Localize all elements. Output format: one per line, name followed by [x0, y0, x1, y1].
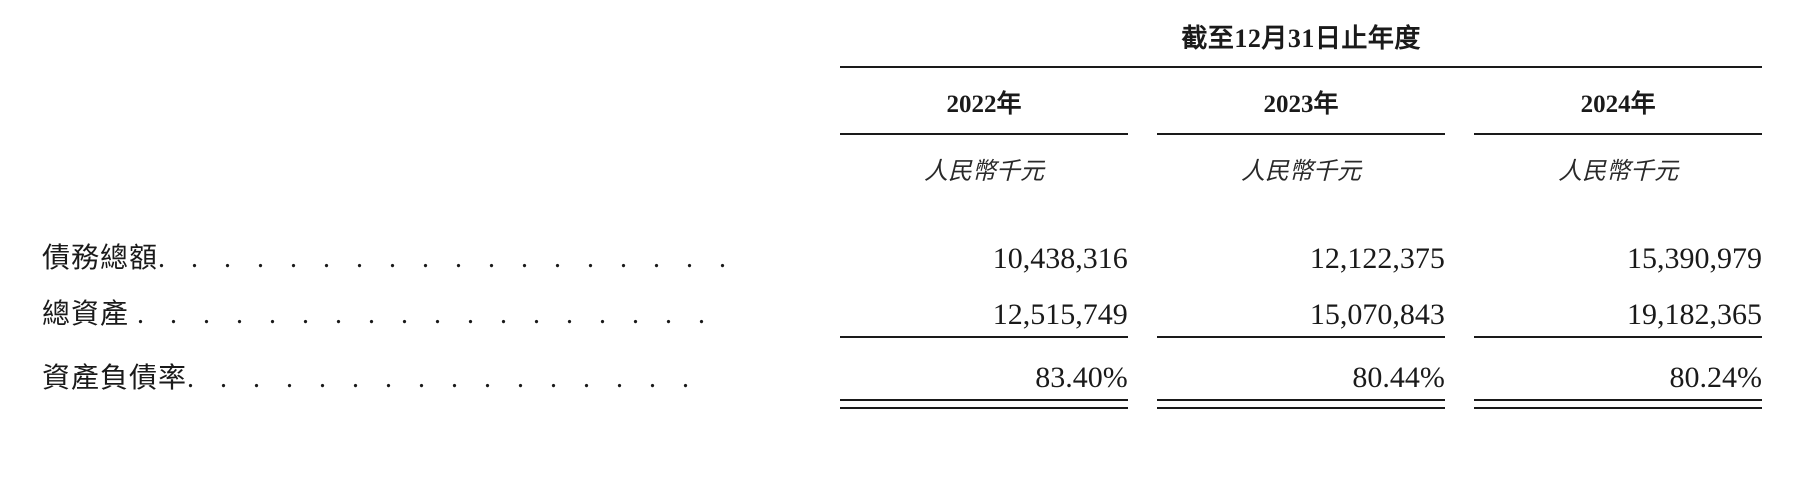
unit-label-2022: 人民幣千元	[923, 159, 1044, 185]
double-underline-label-cell	[42, 400, 829, 408]
year-header-row: 2022年 2023年 2024年	[42, 67, 1762, 132]
table-row: 債務總額. . . . . . . . . . . . . . . . . . …	[42, 232, 1762, 280]
row-spacer-2	[42, 337, 1762, 352]
dot-leader: . . . . . . . . . . . . . . . . . .	[137, 299, 715, 330]
year-row-label-cell	[42, 67, 829, 132]
cell-total-assets-2024: 19,182,365	[1627, 298, 1762, 331]
column-header-2022: 2022年	[946, 91, 1022, 118]
year-row-gap-cell	[829, 67, 840, 132]
row-label-total-assets: 總資產 . . . . . . . . . . . . . . . . . .	[42, 288, 829, 336]
cell-debt-to-asset-ratio-2022: 83.40%	[1035, 361, 1128, 394]
cell-spacer-2	[1445, 288, 1475, 336]
header-body-spacer	[42, 186, 1762, 232]
cell-spacer-1	[1128, 232, 1158, 280]
cell-spacer-1	[1128, 288, 1158, 336]
cell-total-assets-2022: 12,515,749	[992, 298, 1128, 331]
cell-spacer-1	[1128, 352, 1158, 400]
cell-spacer-2	[1445, 232, 1475, 280]
year-col-spacer-1	[1128, 67, 1158, 132]
row-gap-cell	[829, 232, 840, 280]
unit-label-2023: 人民幣千元	[1241, 159, 1362, 185]
cell-spacer-2	[1445, 352, 1475, 400]
year-header-rule-2023	[1157, 132, 1445, 135]
unit-row-gap-cell	[829, 134, 840, 186]
cell-total-debt-2024: 15,390,979	[1627, 242, 1762, 275]
cell-total-assets-2023: 15,070,843	[1309, 298, 1445, 331]
double-underline-spacer-2	[1445, 400, 1475, 408]
row-label-text: 債務總額	[42, 243, 159, 274]
ratio-double-underline-2024	[1474, 399, 1762, 409]
row-label-text: 資產負債率	[42, 363, 188, 394]
ratio-double-underline-2022	[840, 399, 1128, 409]
ratio-double-underline-2023	[1157, 399, 1445, 409]
row-label-total-debt: 債務總額. . . . . . . . . . . . . . . . . .	[42, 232, 829, 280]
ratio-double-underline-row	[42, 399, 1762, 409]
unit-col-spacer-2	[1445, 134, 1475, 186]
year-header-rule-2022	[840, 132, 1128, 135]
row-label-debt-to-asset-ratio: 資產負債率. . . . . . . . . . . . . . . .	[42, 352, 829, 400]
double-underline-spacer-1	[1128, 400, 1158, 408]
year-header-rule-2024	[1474, 132, 1762, 135]
double-underline-gap-cell	[829, 400, 840, 408]
dot-leader: . . . . . . . . . . . . . . . . . .	[158, 243, 736, 274]
row-gap-cell	[829, 352, 840, 400]
period-header-row: 截至12月31日止年度	[42, 18, 1762, 65]
unit-row-label-cell	[42, 134, 829, 186]
period-header-label: 截至12月31日止年度	[1181, 24, 1421, 53]
financial-summary-table: 截至12月31日止年度 2022年 2023年 2024年	[42, 18, 1762, 409]
year-col-spacer-2	[1445, 67, 1475, 132]
row-label-text: 總資產	[42, 299, 138, 330]
dot-leader: . . . . . . . . . . . . . . . .	[187, 363, 699, 394]
table-row: 總資產 . . . . . . . . . . . . . . . . . . …	[42, 288, 1762, 336]
header-gap-cell	[829, 18, 840, 65]
cell-total-debt-2022: 10,438,316	[992, 242, 1128, 275]
cell-debt-to-asset-ratio-2024: 80.24%	[1669, 361, 1763, 394]
year-header-rule-row	[42, 132, 1762, 135]
table-row: 資產負債率. . . . . . . . . . . . . . . . 83.…	[42, 352, 1762, 400]
cell-total-debt-2023: 12,122,375	[1309, 242, 1445, 275]
unit-header-row: 人民幣千元 人民幣千元 人民幣千元	[42, 134, 1762, 186]
cell-debt-to-asset-ratio-2023: 80.44%	[1352, 361, 1445, 394]
row-spacer-1	[42, 280, 1762, 288]
unit-col-spacer-1	[1128, 134, 1158, 186]
unit-label-2024: 人民幣千元	[1558, 159, 1679, 185]
row-gap-cell	[829, 288, 840, 336]
empty-corner-cell	[42, 18, 829, 65]
column-header-2024: 2024年	[1580, 91, 1656, 118]
column-header-2023: 2023年	[1263, 91, 1339, 118]
period-header-rule	[840, 65, 1762, 68]
period-header-rule-row	[42, 65, 1762, 68]
